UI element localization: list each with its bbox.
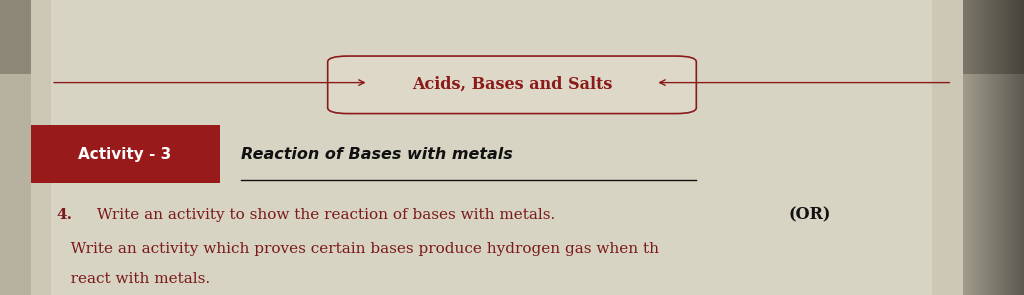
Text: (OR): (OR) bbox=[788, 207, 830, 224]
Text: Activity - 3: Activity - 3 bbox=[78, 147, 172, 162]
Text: Write an activity which proves certain bases produce hydrogen gas when th: Write an activity which proves certain b… bbox=[56, 242, 659, 256]
Text: Reaction of Bases with metals: Reaction of Bases with metals bbox=[241, 147, 512, 162]
Text: 4.: 4. bbox=[56, 208, 73, 222]
Bar bbox=[51, 0, 932, 295]
FancyBboxPatch shape bbox=[328, 56, 696, 114]
Bar bbox=[31, 125, 220, 183]
Text: react with metals.: react with metals. bbox=[56, 272, 211, 286]
Text: Write an activity to show the reaction of bases with metals.: Write an activity to show the reaction o… bbox=[92, 208, 555, 222]
Text: Acids, Bases and Salts: Acids, Bases and Salts bbox=[412, 76, 612, 93]
